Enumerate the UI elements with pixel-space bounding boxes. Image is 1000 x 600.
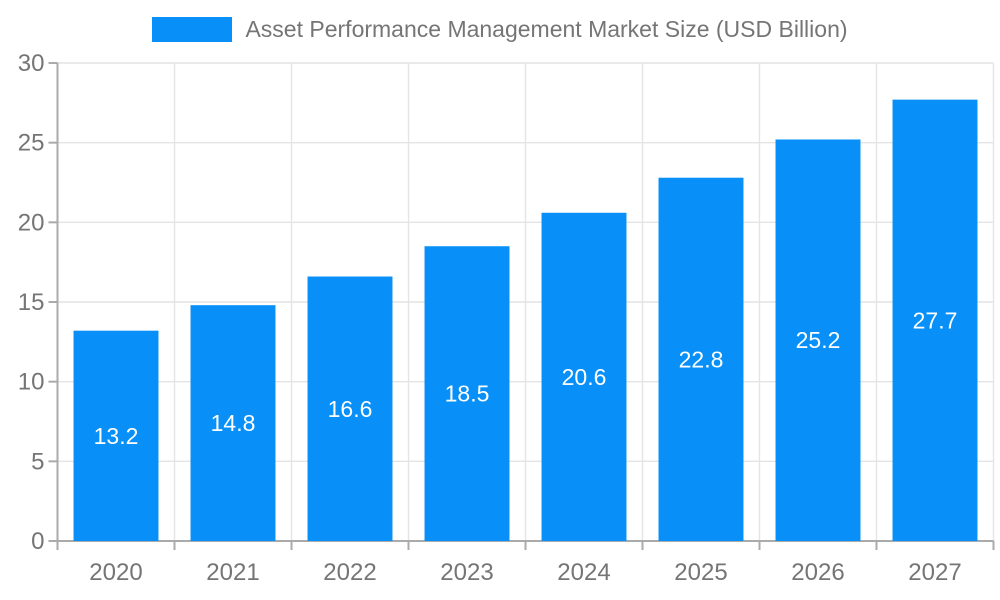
y-tick-label: 5 (31, 448, 44, 475)
y-tick-label: 10 (18, 369, 45, 396)
bar-2020[interactable] (73, 330, 159, 541)
bar-2023[interactable] (424, 246, 510, 541)
bar-2021[interactable] (190, 305, 276, 541)
bar-2025[interactable] (658, 177, 744, 541)
y-tick-label: 0 (31, 528, 44, 555)
x-tick-label: 2021 (206, 559, 259, 586)
x-tick-label: 2020 (89, 559, 142, 586)
legend-label: Asset Performance Management Market Size… (245, 16, 848, 42)
y-tick-label: 30 (18, 50, 45, 77)
bar-value-label: 22.8 (679, 346, 724, 372)
bar-value-label: 16.6 (328, 396, 373, 422)
chart-legend[interactable]: Asset Performance Management Market Size… (0, 16, 1000, 43)
x-tick-label: 2025 (674, 559, 727, 586)
bar-value-label: 14.8 (211, 410, 256, 436)
x-tick-label: 2024 (557, 559, 610, 586)
x-tick-label: 2027 (908, 559, 961, 586)
x-tick-label: 2026 (791, 559, 844, 586)
bar-2022[interactable] (307, 276, 393, 541)
bar-value-label: 20.6 (562, 364, 607, 390)
bar-value-label: 25.2 (796, 327, 841, 353)
x-tick-label: 2022 (323, 559, 376, 586)
bar-2027[interactable] (892, 99, 978, 541)
bar-value-label: 18.5 (445, 381, 490, 407)
legend-swatch (152, 17, 233, 42)
y-tick-label: 15 (18, 289, 45, 316)
x-tick-label: 2023 (440, 559, 493, 586)
y-tick-label: 20 (18, 209, 45, 236)
bar-2026[interactable] (775, 139, 861, 542)
bar-2024[interactable] (541, 212, 627, 542)
y-tick-label: 25 (18, 130, 45, 157)
bar-value-label: 27.7 (913, 307, 958, 333)
bar-value-label: 13.2 (94, 423, 139, 449)
